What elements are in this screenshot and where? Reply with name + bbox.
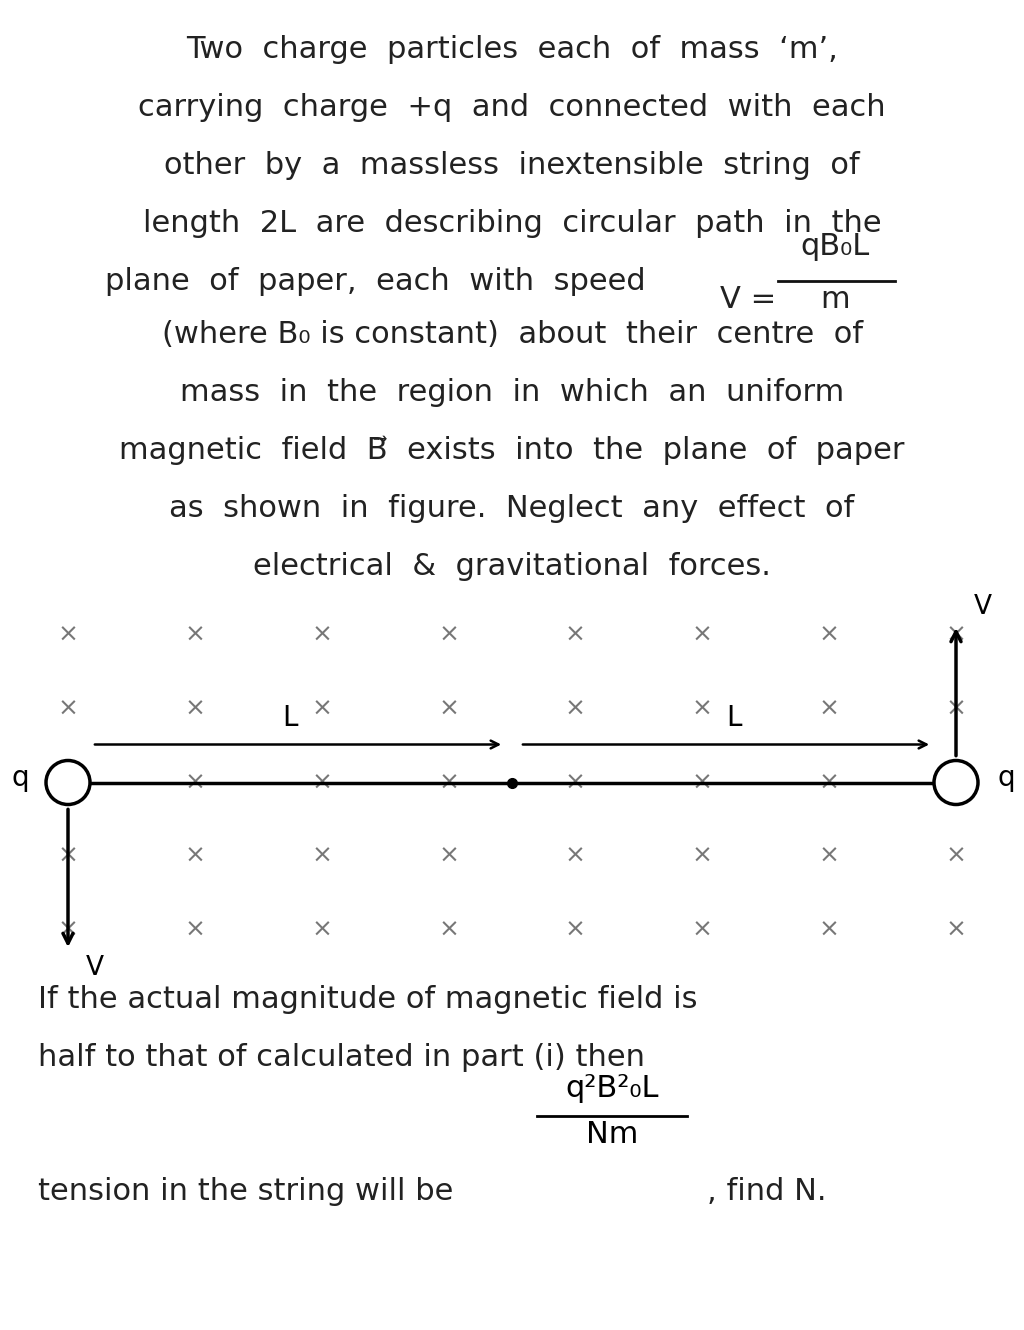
Text: If the actual magnitude of magnetic field is: If the actual magnitude of magnetic fiel… [38, 986, 697, 1013]
Text: ×: × [311, 622, 332, 646]
Text: ×: × [184, 697, 206, 721]
Text: ×: × [184, 622, 206, 646]
Text: as  shown  in  figure.  Neglect  any  effect  of: as shown in figure. Neglect any effect o… [169, 493, 855, 523]
Text: q: q [997, 763, 1015, 791]
Text: ×: × [565, 697, 586, 721]
Text: ×: × [57, 622, 79, 646]
Text: ×: × [438, 622, 459, 646]
Text: magnetic  field  B⃗  exists  into  the  plane  of  paper: magnetic field B⃗ exists into the plane … [119, 436, 905, 465]
Text: ×: × [57, 845, 79, 868]
Text: ×: × [311, 697, 332, 721]
Text: ×: × [565, 622, 586, 646]
Text: ×: × [692, 622, 713, 646]
Text: plane  of  paper,  each  with  speed: plane of paper, each with speed [105, 267, 645, 297]
Text: ×: × [692, 770, 713, 794]
Text: ×: × [438, 697, 459, 721]
Text: ×: × [692, 845, 713, 868]
Text: electrical  &  gravitational  forces.: electrical & gravitational forces. [253, 552, 771, 581]
Text: ×: × [311, 770, 332, 794]
Text: half to that of calculated in part (i) then: half to that of calculated in part (i) t… [38, 1043, 645, 1072]
Text: ×: × [945, 770, 967, 794]
Text: length  2L  are  describing  circular  path  in  the: length 2L are describing circular path i… [142, 209, 882, 238]
Text: ×: × [945, 697, 967, 721]
Text: ×: × [311, 845, 332, 868]
Text: mass  in  the  region  in  which  an  uniform: mass in the region in which an uniform [180, 378, 844, 407]
Text: V =: V = [720, 285, 776, 314]
Text: ×: × [818, 697, 840, 721]
Text: q: q [11, 763, 29, 791]
Text: ×: × [818, 845, 840, 868]
Text: L: L [726, 705, 741, 733]
Text: ×: × [945, 622, 967, 646]
Text: ×: × [692, 918, 713, 942]
Text: ×: × [184, 918, 206, 942]
Text: qB₀L: qB₀L [801, 231, 869, 261]
Text: ×: × [565, 918, 586, 942]
Text: ×: × [438, 918, 459, 942]
Text: ×: × [565, 845, 586, 868]
Text: carrying  charge  +q  and  connected  with  each: carrying charge +q and connected with ea… [138, 93, 886, 122]
Text: +: + [944, 769, 968, 797]
Text: ×: × [311, 918, 332, 942]
Text: (where B₀ is constant)  about  their  centre  of: (where B₀ is constant) about their centr… [162, 321, 862, 348]
Text: ×: × [945, 918, 967, 942]
Text: ×: × [57, 770, 79, 794]
Text: ×: × [184, 770, 206, 794]
Text: other  by  a  massless  inextensible  string  of: other by a massless inextensible string … [164, 152, 860, 180]
Text: ×: × [692, 697, 713, 721]
Text: ×: × [184, 845, 206, 868]
Text: V: V [974, 595, 992, 620]
Text: m: m [820, 285, 850, 314]
Text: ×: × [818, 918, 840, 942]
Circle shape [46, 761, 90, 805]
Text: +: + [56, 769, 80, 797]
Text: V: V [86, 955, 104, 982]
Text: ×: × [945, 845, 967, 868]
Text: ×: × [818, 622, 840, 646]
Text: ×: × [438, 845, 459, 868]
Text: ×: × [57, 918, 79, 942]
Text: Two  charge  particles  each  of  mass  ‘m’,: Two charge particles each of mass ‘m’, [186, 35, 838, 64]
Text: ×: × [565, 770, 586, 794]
Text: ×: × [57, 697, 79, 721]
Text: L: L [283, 705, 298, 733]
Text: , find N.: , find N. [707, 1177, 826, 1206]
Circle shape [934, 761, 978, 805]
Text: ×: × [818, 770, 840, 794]
Text: tension in the string will be: tension in the string will be [38, 1177, 454, 1206]
Text: Nm: Nm [586, 1120, 638, 1149]
Text: q²B²₀L: q²B²₀L [565, 1075, 658, 1103]
Text: ×: × [438, 770, 459, 794]
